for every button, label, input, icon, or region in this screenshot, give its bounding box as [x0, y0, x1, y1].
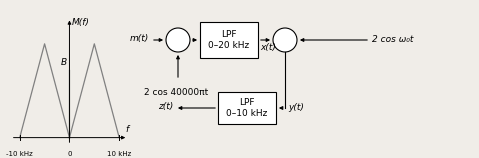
Text: f: f — [125, 125, 128, 134]
Circle shape — [166, 28, 190, 52]
Text: -10 kHz: -10 kHz — [6, 151, 33, 157]
Text: y(t): y(t) — [288, 103, 304, 112]
Text: LPF
0–10 kHz: LPF 0–10 kHz — [226, 98, 268, 118]
Text: m(t): m(t) — [130, 34, 149, 43]
Text: 2 cos ω₀t: 2 cos ω₀t — [372, 34, 413, 43]
Text: M(f): M(f) — [72, 18, 90, 27]
Bar — [200, 22, 258, 58]
Text: B: B — [61, 58, 67, 67]
Text: 10 kHz: 10 kHz — [107, 151, 131, 157]
Text: z(t): z(t) — [158, 103, 173, 112]
Text: x(t): x(t) — [260, 43, 276, 52]
Circle shape — [273, 28, 297, 52]
Text: 2 cos 40000πt: 2 cos 40000πt — [144, 88, 208, 97]
Text: LPF
0–20 kHz: LPF 0–20 kHz — [208, 30, 250, 50]
Bar — [218, 92, 276, 124]
Text: 0: 0 — [67, 151, 72, 157]
